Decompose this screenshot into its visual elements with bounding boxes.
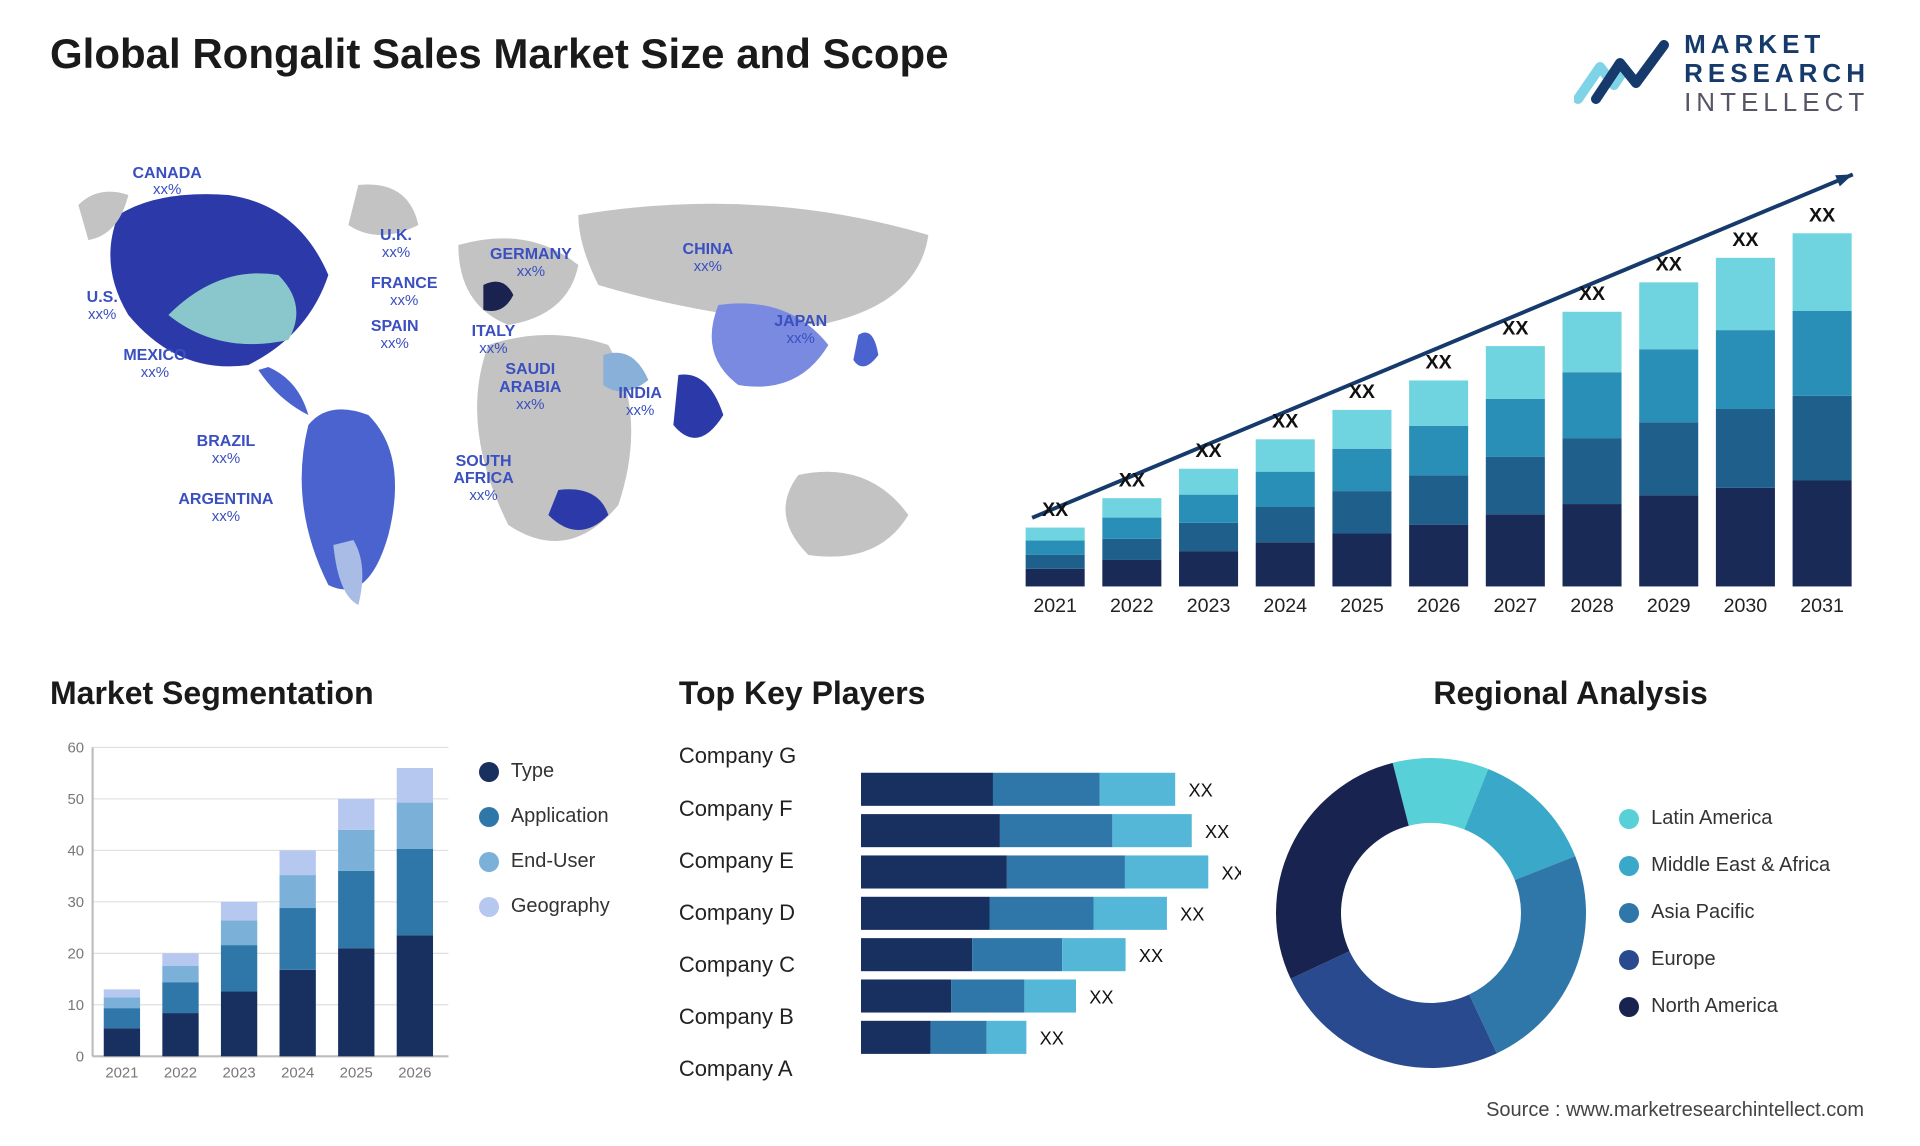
svg-text:XX: XX xyxy=(1139,946,1163,966)
svg-text:2022: 2022 xyxy=(164,1066,197,1082)
svg-text:XX: XX xyxy=(1579,283,1605,305)
svg-text:XX: XX xyxy=(1425,352,1451,374)
map-country-label: BRAZILxx% xyxy=(197,433,256,467)
player-name: Company F xyxy=(679,796,839,822)
player-name: Company C xyxy=(679,952,839,978)
svg-text:2030: 2030 xyxy=(1723,595,1767,616)
regional-legend-item: Middle East & Africa xyxy=(1619,854,1870,877)
logo-line3: INTELLECT xyxy=(1684,88,1870,117)
player-name: Company A xyxy=(679,1056,839,1082)
regional-legend-item: Latin America xyxy=(1619,807,1870,830)
svg-text:2029: 2029 xyxy=(1647,595,1691,616)
svg-text:2023: 2023 xyxy=(223,1066,256,1082)
svg-text:40: 40 xyxy=(67,844,84,860)
svg-text:XX: XX xyxy=(1089,988,1113,1008)
logo-icon xyxy=(1574,39,1670,109)
map-country-label: JAPANxx% xyxy=(774,313,827,347)
key-players-name-list: Company G Company F Company E Company D Comp… xyxy=(679,730,839,1095)
svg-text:XX: XX xyxy=(1188,781,1212,801)
world-map-panel: CANADAxx% U.S.xx%MEXICOxx% BRAZILxx% ARGENT… xyxy=(50,145,967,625)
svg-text:XX: XX xyxy=(1221,864,1241,884)
header: Global Rongalit Sales Market Size and Sc… xyxy=(50,30,1870,117)
svg-text:60: 60 xyxy=(67,741,84,757)
segmentation-legend-item: Application xyxy=(479,805,649,828)
svg-text:2026: 2026 xyxy=(398,1066,431,1082)
map-country-label: FRANCExx% xyxy=(371,275,438,309)
player-name: Company D xyxy=(679,900,839,926)
svg-text:2026: 2026 xyxy=(1417,595,1461,616)
top-row: CANADAxx% U.S.xx%MEXICOxx% BRAZILxx% ARGENT… xyxy=(50,145,1870,625)
map-country-label: INDIAxx% xyxy=(618,385,662,419)
map-country-label: ITALYxx% xyxy=(472,323,516,357)
segmentation-legend-item: End-User xyxy=(479,850,649,873)
regional-title: Regional Analysis xyxy=(1271,675,1870,712)
svg-text:30: 30 xyxy=(67,896,84,912)
svg-text:XX: XX xyxy=(1732,229,1758,251)
segmentation-panel: Market Segmentation 0 10 20 30 40 50 60 2021 202… xyxy=(50,675,649,1095)
svg-text:10: 10 xyxy=(67,998,84,1014)
growth-bar-chart: XX 2021 XX 2022 XX 2023 XX 2024 XX 2025 XX 2026 XX 20… xyxy=(1007,145,1870,616)
regional-legend-item: Asia Pacific xyxy=(1619,901,1870,924)
source-attribution: Source : www.marketresearchintellect.com xyxy=(1486,1099,1864,1122)
page-title: Global Rongalit Sales Market Size and Sc… xyxy=(50,30,949,78)
svg-text:2025: 2025 xyxy=(1340,595,1384,616)
regional-legend-item: North America xyxy=(1619,995,1870,1018)
player-name: Company B xyxy=(679,1004,839,1030)
growth-chart-panel: XX 2021 XX 2022 XX 2023 XX 2024 XX 2025 XX 2026 XX 20… xyxy=(1007,145,1870,625)
svg-text:2021: 2021 xyxy=(1033,595,1077,616)
svg-text:XX: XX xyxy=(1118,470,1144,492)
svg-text:20: 20 xyxy=(67,947,84,963)
map-country-label: CANADAxx% xyxy=(133,165,202,199)
segmentation-legend-item: Geography xyxy=(479,895,649,918)
svg-text:2031: 2031 xyxy=(1800,595,1844,616)
regional-legend: Latin America Middle East & Africa Asia Pa… xyxy=(1619,807,1870,1018)
map-country-label: ARGENTINAxx% xyxy=(178,491,273,525)
brand-logo: MARKET RESEARCH INTELLECT xyxy=(1574,30,1870,117)
player-name: Company E xyxy=(679,848,839,874)
segmentation-bar-chart: 0 10 20 30 40 50 60 2021 2022 2023 2024 2025 2026 xyxy=(50,730,455,1095)
svg-text:50: 50 xyxy=(67,793,84,809)
svg-text:2024: 2024 xyxy=(281,1066,314,1082)
player-name: Company G xyxy=(679,743,839,769)
svg-text:2025: 2025 xyxy=(340,1066,373,1082)
regional-donut-chart xyxy=(1271,753,1591,1073)
logo-line2: RESEARCH xyxy=(1684,59,1870,88)
segmentation-title: Market Segmentation xyxy=(50,675,649,712)
segmentation-legend: Type Application End-User Geography xyxy=(479,730,649,1095)
svg-text:XX: XX xyxy=(1195,440,1221,462)
regional-legend-item: Europe xyxy=(1619,948,1870,971)
regional-panel: Regional Analysis Latin America Middle Ea… xyxy=(1271,675,1870,1095)
map-country-label: U.K.xx% xyxy=(380,227,412,261)
map-country-label: CHINAxx% xyxy=(683,241,734,275)
svg-text:2028: 2028 xyxy=(1570,595,1614,616)
svg-text:2022: 2022 xyxy=(1110,595,1154,616)
svg-text:2024: 2024 xyxy=(1263,595,1307,616)
svg-text:XX: XX xyxy=(1205,822,1229,842)
svg-text:XX: XX xyxy=(1809,205,1835,227)
svg-text:XX: XX xyxy=(1039,1029,1063,1049)
svg-text:2027: 2027 xyxy=(1493,595,1537,616)
svg-text:XX: XX xyxy=(1042,499,1068,521)
svg-text:XX: XX xyxy=(1349,381,1375,403)
svg-text:XX: XX xyxy=(1272,411,1298,433)
svg-text:XX: XX xyxy=(1180,905,1204,925)
map-country-label: SPAINxx% xyxy=(371,318,419,352)
bottom-row: Market Segmentation 0 10 20 30 40 50 60 2021 202… xyxy=(50,675,1870,1095)
key-players-panel: Top Key Players Company GCompany FCompan… xyxy=(679,675,1241,1095)
key-players-title: Top Key Players xyxy=(679,675,1241,712)
svg-text:2023: 2023 xyxy=(1186,595,1230,616)
svg-text:XX: XX xyxy=(1502,318,1528,340)
key-players-bar-chart: XX XX XX XX XX XX XX xyxy=(861,730,1241,1095)
map-country-label: SAUDIARABIAxx% xyxy=(499,361,561,413)
map-country-label: MEXICOxx% xyxy=(123,347,186,381)
logo-line1: MARKET xyxy=(1684,30,1870,59)
segmentation-legend-item: Type xyxy=(479,760,649,783)
svg-text:XX: XX xyxy=(1655,254,1681,276)
svg-text:0: 0 xyxy=(76,1050,84,1066)
map-country-label: SOUTHAFRICAxx% xyxy=(453,453,513,505)
map-country-label: GERMANYxx% xyxy=(490,246,572,280)
map-country-label: U.S.xx% xyxy=(87,289,118,323)
svg-text:2021: 2021 xyxy=(105,1066,138,1082)
